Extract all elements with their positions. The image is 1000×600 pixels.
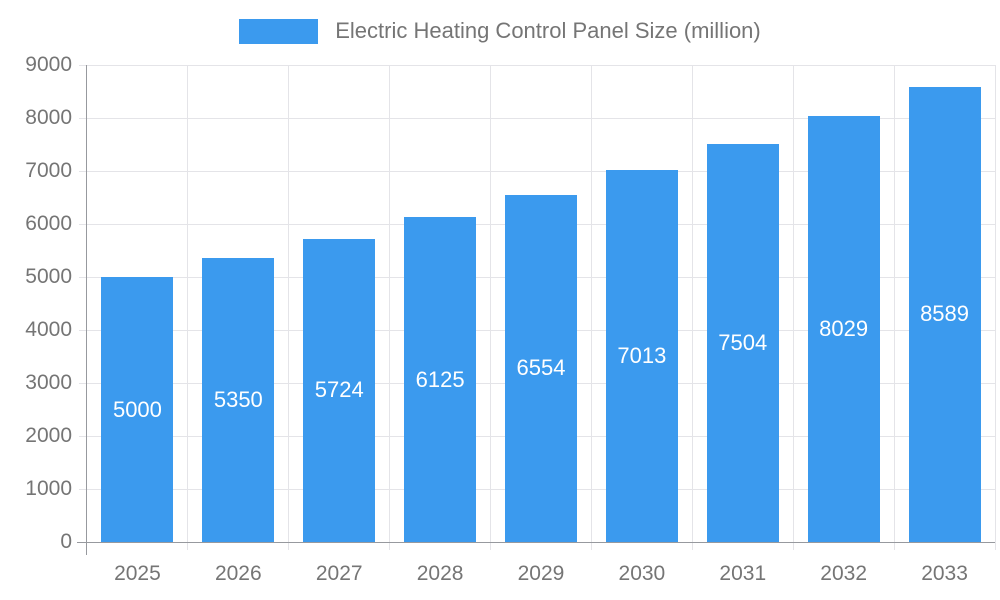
gridline-horizontal (79, 64, 995, 66)
bar-value-label: 6554 (516, 355, 566, 381)
gridline-vertical (893, 65, 895, 550)
legend-item[interactable]: Electric Heating Control Panel Size (mil… (0, 17, 1000, 45)
gridline-vertical (590, 65, 592, 550)
y-axis-label: 3000 (25, 371, 72, 394)
gridline-vertical (490, 65, 492, 550)
bar-value-label: 6125 (415, 366, 465, 392)
x-axis-label-2031: 2031 (719, 562, 767, 585)
bar-2033[interactable]: 8589 (908, 86, 981, 542)
bar-2032[interactable]: 8029 (807, 116, 880, 542)
bar-value-label: 7013 (617, 343, 667, 369)
bar-2030[interactable]: 7013 (605, 170, 678, 542)
x-axis-label-2033: 2033 (921, 562, 968, 585)
y-axis-label: 5000 (25, 265, 72, 288)
y-axis-label: 6000 (25, 212, 72, 235)
bar-value-label: 5350 (213, 387, 263, 413)
bar-value-label: 8029 (819, 316, 869, 342)
bar-2027[interactable]: 5724 (303, 238, 376, 542)
bar-value-label: 7504 (718, 330, 768, 356)
y-axis-label: 7000 (25, 159, 72, 182)
legend-label: Electric Heating Control Panel Size (mil… (335, 18, 761, 43)
gridline-vertical (187, 65, 189, 550)
x-axis-label-2028: 2028 (416, 562, 464, 585)
bar-value-label: 5000 (112, 396, 162, 422)
x-axis-label-2025: 2025 (114, 562, 161, 585)
x-axis-label-2032: 2032 (820, 562, 868, 585)
x-axis-line (77, 542, 995, 543)
y-axis-label: 2000 (25, 424, 72, 447)
bar-value-label: 8589 (920, 301, 970, 327)
y-axis-line (86, 65, 87, 555)
bar-2028[interactable]: 6125 (404, 217, 477, 542)
gridline-horizontal (79, 170, 995, 172)
x-axis-label-2029: 2029 (517, 562, 565, 585)
bar-value-label: 5724 (314, 377, 364, 403)
gridline-horizontal (79, 117, 995, 119)
bar-2026[interactable]: 5350 (202, 258, 275, 542)
x-axis-label-2026: 2026 (214, 562, 262, 585)
gridline-vertical (288, 65, 290, 550)
y-axis-label: 1000 (25, 477, 72, 500)
y-axis-label: 4000 (25, 318, 72, 341)
x-axis-label-2027: 2027 (315, 562, 363, 585)
legend-swatch-icon (239, 18, 319, 44)
bar-2025[interactable]: 5000 (101, 277, 174, 542)
bar-2031[interactable]: 7504 (706, 144, 779, 542)
bar-2029[interactable]: 6554 (505, 194, 577, 542)
y-axis-label: 0 (60, 530, 72, 553)
gridline-vertical (691, 65, 693, 550)
plot-area: 0 1000 2000 3000 4000 5000 6000 7000 8000 9000 500… (25, 53, 996, 585)
y-axis-label: 8000 (25, 106, 72, 129)
y-axis-label: 9000 (25, 53, 72, 76)
gridline-vertical (792, 65, 794, 550)
gridline-vertical (389, 65, 391, 550)
x-axis-label-2030: 2030 (618, 562, 666, 585)
gridline-vertical (994, 65, 996, 550)
